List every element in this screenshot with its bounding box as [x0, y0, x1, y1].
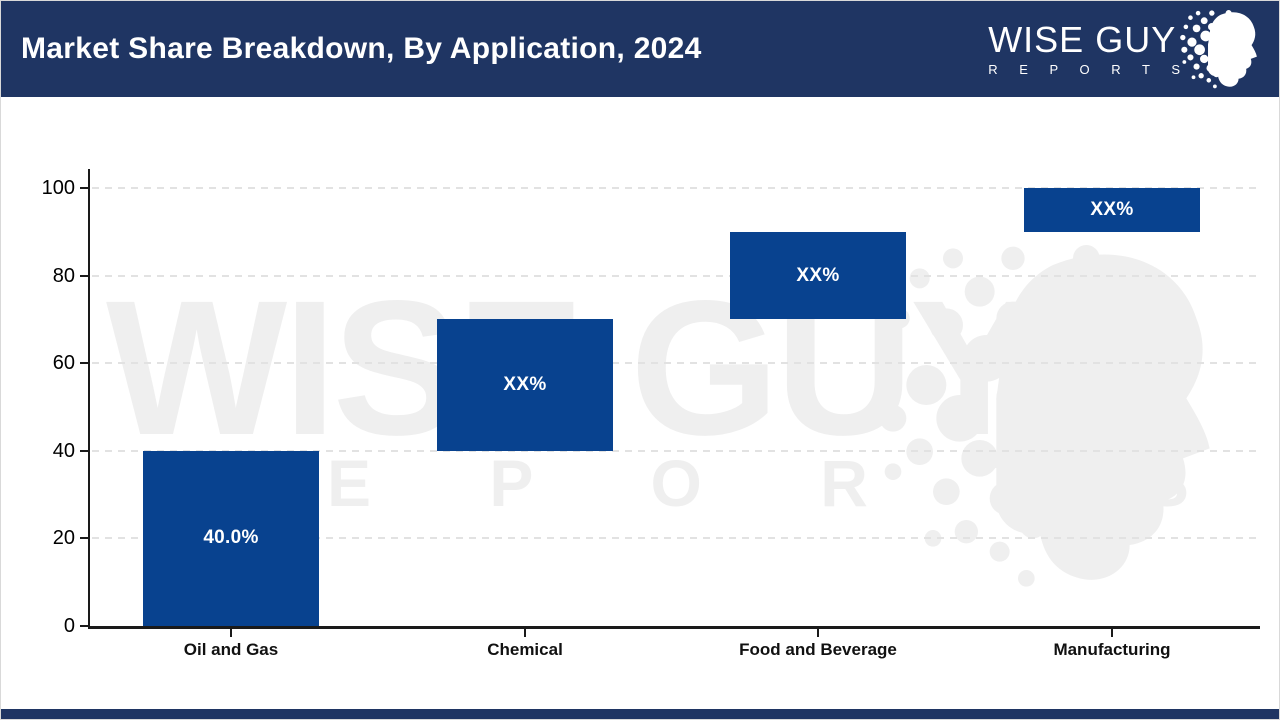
bar-manufacturing: XX% — [1024, 188, 1200, 232]
plot-area: 0 20 40 60 80 100 40.0% XX% XX% XX% Oil and Gas Che… — [1, 97, 1279, 711]
bar-value-label: 40.0% — [203, 527, 259, 549]
x-category-label: Chemical — [487, 640, 563, 659]
gridline-20 — [92, 537, 1259, 540]
y-tick-label-40: 40 — [52, 439, 75, 462]
gridline-60 — [92, 362, 1259, 365]
y-tick-0 — [80, 625, 88, 627]
y-tick-label-80: 80 — [52, 264, 75, 287]
gridline-80 — [92, 274, 1259, 277]
footer-bar — [1, 709, 1279, 719]
x-tick-2 — [817, 629, 819, 637]
y-axis — [88, 169, 90, 629]
y-tick-60 — [80, 362, 88, 365]
y-tick-label-100: 100 — [41, 177, 75, 199]
x-category-label: Food and Beverage — [739, 640, 897, 659]
bar-value-label: XX% — [1090, 198, 1134, 220]
y-tick-80 — [80, 274, 88, 277]
y-tick-label-20: 20 — [52, 527, 75, 550]
gridline-100 — [92, 187, 1259, 189]
x-tick-0 — [230, 629, 232, 637]
gridline-40 — [92, 449, 1259, 452]
x-category-label: Oil and Gas — [183, 640, 279, 659]
y-tick-20 — [80, 537, 88, 540]
wiseguy-head-icon — [1180, 10, 1257, 89]
bar-value-label: XX% — [796, 264, 840, 286]
chart-title: Market Share Breakdown, By Application, … — [21, 32, 702, 65]
x-tick-3 — [1111, 629, 1113, 637]
y-tick-label-0: 0 — [63, 615, 75, 637]
header-bar: Market Share Breakdown, By Application, … — [1, 1, 1279, 97]
logo-subtext: R E P O R T S — [988, 61, 1189, 77]
x-axis — [88, 626, 1260, 629]
wiseguy-logo: WISE GUY R E P O R T S — [988, 7, 1267, 91]
logo-text-block: WISE GUY R E P O R T S — [988, 18, 1189, 77]
logo-wordmark: WISE GUY — [988, 18, 1177, 60]
bar-oil-and-gas: 40.0% — [143, 450, 319, 626]
y-tick-40 — [80, 449, 88, 452]
bar-value-label: XX% — [503, 374, 547, 396]
y-tick-label-60: 60 — [52, 352, 75, 375]
y-tick-100 — [80, 187, 88, 189]
x-tick-1 — [524, 629, 526, 637]
bar-chemical: XX% — [437, 319, 613, 451]
chart-canvas: WISE GUY R E P O R T S 0 20 40 60 80 100 40.0%… — [1, 97, 1279, 711]
x-category-label: Manufacturing — [1053, 640, 1171, 659]
bar-food-and-beverage: XX% — [730, 231, 906, 320]
